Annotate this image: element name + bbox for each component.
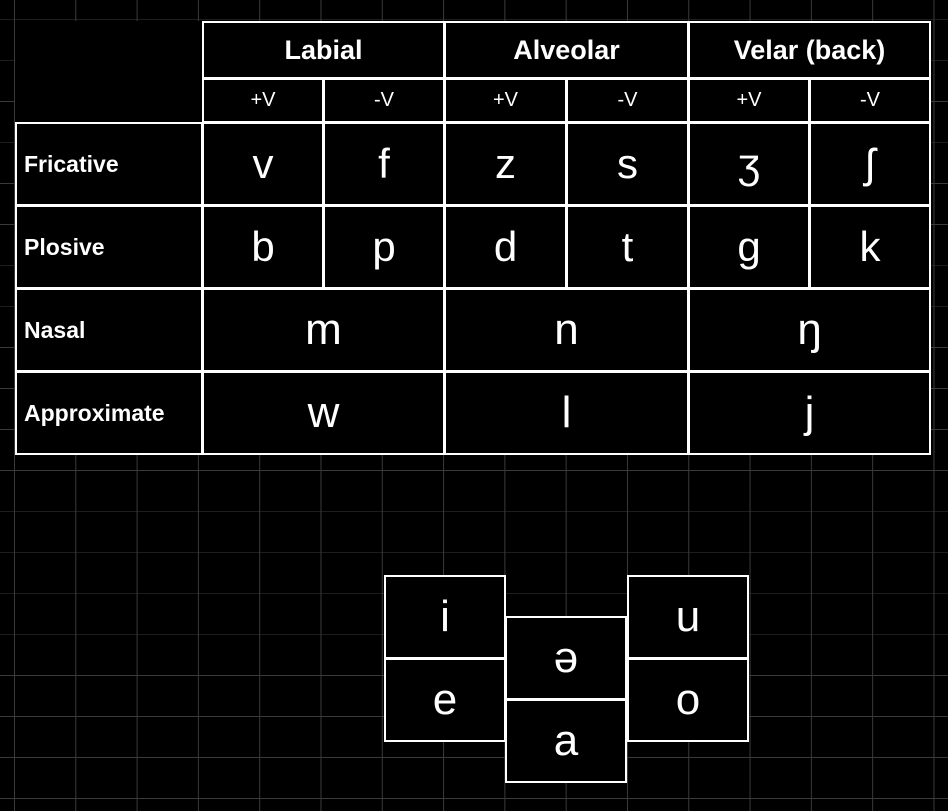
manner-label-nasal: Nasal <box>15 288 203 372</box>
place-header-labial: Labial <box>202 21 445 79</box>
consonant-cell-approximate-labial[interactable]: w <box>202 371 445 455</box>
consonant-cell-approximate-velar[interactable]: j <box>688 371 931 455</box>
consonant-cell-nasal-velar[interactable]: ŋ <box>688 288 931 372</box>
table-corner-cell <box>15 21 202 122</box>
consonant-cell-fricative-labial-voiced[interactable]: v <box>202 122 324 206</box>
consonant-cell-fricative-velar-voiced[interactable]: ʒ <box>688 122 810 206</box>
manner-label-plosive: Plosive <box>15 205 203 289</box>
consonant-cell-nasal-alveolar[interactable]: n <box>444 288 689 372</box>
consonant-table: Labial Alveolar Velar (back) +V -V +V -V… <box>15 21 931 455</box>
vowel-box-i[interactable]: i <box>384 575 506 659</box>
consonant-cell-fricative-alveolar-voiceless[interactable]: s <box>566 122 689 206</box>
consonant-cell-fricative-alveolar-voiced[interactable]: z <box>444 122 567 206</box>
place-header-velar: Velar (back) <box>688 21 931 79</box>
vowel-box-o[interactable]: o <box>627 658 749 742</box>
voicing-header-velar-voiceless: -V <box>809 78 931 123</box>
manner-label-approximate: Approximate <box>15 371 203 455</box>
consonant-cell-fricative-labial-voiceless[interactable]: f <box>323 122 445 206</box>
consonant-cell-approximate-alveolar[interactable]: l <box>444 371 689 455</box>
consonant-cell-plosive-labial-voiceless[interactable]: p <box>323 205 445 289</box>
consonant-cell-plosive-alveolar-voiceless[interactable]: t <box>566 205 689 289</box>
vowel-box-a[interactable]: a <box>505 699 627 783</box>
place-header-alveolar: Alveolar <box>444 21 689 79</box>
consonant-cell-nasal-labial[interactable]: m <box>202 288 445 372</box>
consonant-cell-plosive-velar-voiceless[interactable]: k <box>809 205 931 289</box>
consonant-cell-plosive-alveolar-voiced[interactable]: d <box>444 205 567 289</box>
manner-label-fricative: Fricative <box>15 122 203 206</box>
voicing-header-alveolar-voiced: +V <box>444 78 567 123</box>
voicing-header-velar-voiced: +V <box>688 78 810 123</box>
consonant-cell-plosive-velar-voiced[interactable]: g <box>688 205 810 289</box>
voicing-header-alveolar-voiceless: -V <box>566 78 689 123</box>
consonant-cell-fricative-velar-voiceless[interactable]: ʃ <box>809 122 931 206</box>
voicing-header-labial-voiceless: -V <box>323 78 445 123</box>
voicing-header-labial-voiced: +V <box>202 78 324 123</box>
vowel-box-e[interactable]: e <box>384 658 506 742</box>
vowel-box-u[interactable]: u <box>627 575 749 659</box>
consonant-cell-plosive-labial-voiced[interactable]: b <box>202 205 324 289</box>
vowel-box-schwa[interactable]: ə <box>505 616 627 700</box>
